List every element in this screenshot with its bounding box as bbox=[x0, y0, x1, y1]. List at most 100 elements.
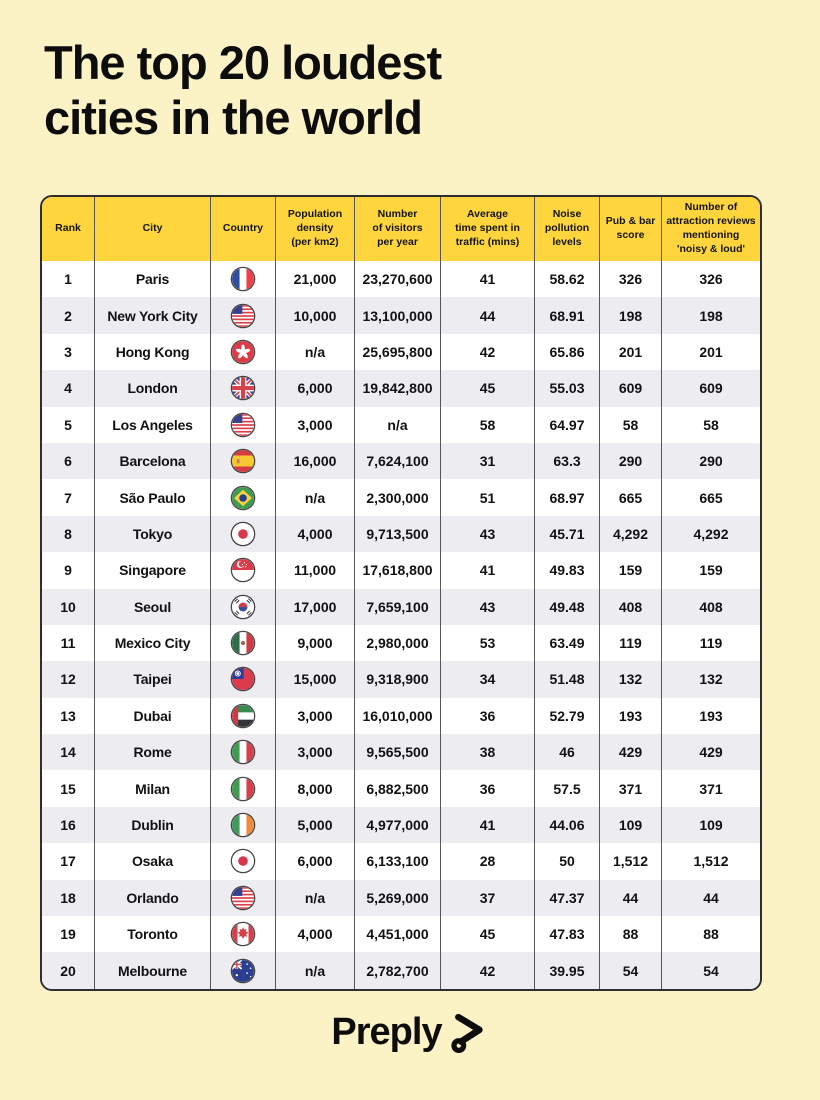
cell-reviews: 408 bbox=[699, 598, 723, 615]
cell-visitors: n/a bbox=[355, 406, 441, 443]
cell-noise: 63.49 bbox=[535, 624, 600, 662]
cell-country bbox=[211, 406, 276, 443]
cell-visitors: 7,624,100 bbox=[355, 442, 441, 480]
cell-visitors: 9,565,500 bbox=[355, 734, 441, 771]
cell-city: Orlando bbox=[95, 879, 211, 917]
cell-pub_bar: 429 bbox=[600, 734, 662, 771]
cell-pub_bar: 132 bbox=[600, 661, 662, 698]
preply-logo-text: Preply bbox=[331, 1011, 442, 1053]
table-row: 14 Rome 3,000 9,565,500 38 46 429 429 bbox=[42, 734, 760, 771]
table-row: 6 Barcelona 16,000 7,624,100 31 63.3 290 290 bbox=[42, 442, 760, 480]
cell-noise: 68.97 bbox=[535, 479, 600, 516]
cell-reviews: 326 bbox=[699, 271, 723, 288]
japan-flag-icon bbox=[232, 522, 254, 545]
cell-pub_bar: 408 bbox=[600, 588, 662, 625]
cell-noise: 63.3 bbox=[535, 442, 600, 480]
cell-pub_bar: 58 bbox=[600, 406, 662, 443]
cell-noise: 49.83 bbox=[535, 552, 600, 589]
page-title: The top 20 loudest cities in the world bbox=[44, 36, 442, 144]
cell-visitors: 9,713,500 bbox=[355, 515, 441, 553]
cell-city: Los Angeles bbox=[95, 406, 211, 443]
cell-country bbox=[211, 588, 276, 625]
united-kingdom-flag-icon bbox=[232, 377, 254, 400]
cell-traffic: 53 bbox=[441, 624, 535, 662]
cell-city: Tokyo bbox=[95, 515, 211, 553]
cell-visitors: 25,695,800 bbox=[355, 333, 441, 371]
united-states-flag-icon bbox=[232, 413, 254, 436]
cell-pub_bar: 665 bbox=[600, 479, 662, 516]
cell-traffic: 41 bbox=[441, 806, 535, 844]
cell-noise: 64.97 bbox=[535, 406, 600, 443]
cell-reviews: 201 bbox=[699, 343, 723, 360]
cell-density: 3,000 bbox=[276, 697, 355, 735]
cell-pub_bar: 159 bbox=[600, 552, 662, 589]
cell-visitors: 6,882,500 bbox=[355, 770, 441, 807]
cell-reviews: 609 bbox=[699, 380, 723, 397]
preply-logo-icon bbox=[447, 1009, 489, 1060]
cell-reviews: 119 bbox=[699, 635, 723, 652]
cell-city: Seoul bbox=[95, 588, 211, 625]
table-row: 4 London 6,000 19,842,800 45 55.03 609 609 bbox=[42, 370, 760, 407]
cell-city: Dublin bbox=[95, 806, 211, 844]
cell-country bbox=[211, 661, 276, 698]
cell-city: Rome bbox=[95, 734, 211, 771]
cell-reviews: 44 bbox=[703, 889, 719, 906]
cell-traffic: 58 bbox=[441, 406, 535, 443]
column-header-country_flag: Country bbox=[211, 197, 276, 261]
cell-rank: 7 bbox=[42, 479, 95, 516]
cell-traffic: 34 bbox=[441, 661, 535, 698]
cell-rank: 18 bbox=[42, 879, 95, 917]
cell-reviews: 665 bbox=[699, 489, 723, 506]
japan-flag-icon bbox=[232, 850, 254, 873]
cell-noise: 52.79 bbox=[535, 697, 600, 735]
cell-density: 16,000 bbox=[276, 442, 355, 480]
cell-rank: 19 bbox=[42, 916, 95, 953]
cell-traffic: 43 bbox=[441, 588, 535, 625]
cell-density: 21,000 bbox=[276, 261, 355, 298]
cell-country bbox=[211, 952, 276, 989]
cell-reviews: 109 bbox=[699, 817, 723, 834]
cell-rank: 11 bbox=[42, 624, 95, 662]
cell-density: 10,000 bbox=[276, 297, 355, 334]
cell-rank: 2 bbox=[42, 297, 95, 334]
table-row: 15 Milan 8,000 6,882,500 36 57.5 371 371 bbox=[42, 770, 760, 807]
cell-visitors: 4,451,000 bbox=[355, 916, 441, 953]
cell-traffic: 36 bbox=[441, 697, 535, 735]
cell-rank: 6 bbox=[42, 442, 95, 480]
column-header-pub_bar: Pub & bar score bbox=[600, 197, 662, 261]
cell-traffic: 28 bbox=[441, 843, 535, 880]
cell-city: Toronto bbox=[95, 916, 211, 953]
cell-density: 15,000 bbox=[276, 661, 355, 698]
table-row: 1 Paris 21,000 23,270,600 41 58.62 326 326 bbox=[42, 261, 760, 298]
cell-rank: 5 bbox=[42, 406, 95, 443]
cell-visitors: 17,618,800 bbox=[355, 552, 441, 589]
cell-rank: 12 bbox=[42, 661, 95, 698]
cell-rank: 20 bbox=[42, 952, 95, 989]
cell-country bbox=[211, 370, 276, 407]
italy-flag-icon bbox=[232, 741, 254, 764]
cell-pub_bar: 371 bbox=[600, 770, 662, 807]
ireland-flag-icon bbox=[232, 814, 254, 837]
cell-city: Dubai bbox=[95, 697, 211, 735]
table-header-row: Rank City Country Population density (per k… bbox=[42, 197, 760, 261]
table-row: 17 Osaka 6,000 6,133,100 28 50 1,512 1,512 bbox=[42, 843, 760, 880]
cell-noise: 58.62 bbox=[535, 261, 600, 298]
cell-traffic: 31 bbox=[441, 442, 535, 480]
cell-visitors: 13,100,000 bbox=[355, 297, 441, 334]
cell-city: Taipei bbox=[95, 661, 211, 698]
cell-traffic: 44 bbox=[441, 297, 535, 334]
united-states-flag-icon bbox=[232, 304, 254, 327]
cell-rank: 3 bbox=[42, 333, 95, 371]
cell-rank: 10 bbox=[42, 588, 95, 625]
cell-country bbox=[211, 697, 276, 735]
cell-visitors: 2,300,000 bbox=[355, 479, 441, 516]
cell-pub_bar: 44 bbox=[600, 879, 662, 917]
taiwan-flag-icon bbox=[232, 668, 254, 691]
table-row: 16 Dublin 5,000 4,977,000 41 44.06 109 109 bbox=[42, 806, 760, 844]
table-row: 12 Taipei 15,000 9,318,900 34 51.48 132 132 bbox=[42, 661, 760, 698]
cell-density: 6,000 bbox=[276, 843, 355, 880]
table-row: 7 São Paulo n/a 2,300,000 51 68.97 665 665 bbox=[42, 479, 760, 516]
cell-visitors: 2,782,700 bbox=[355, 952, 441, 989]
cell-reviews: 198 bbox=[699, 307, 723, 324]
cell-pub_bar: 193 bbox=[600, 697, 662, 735]
